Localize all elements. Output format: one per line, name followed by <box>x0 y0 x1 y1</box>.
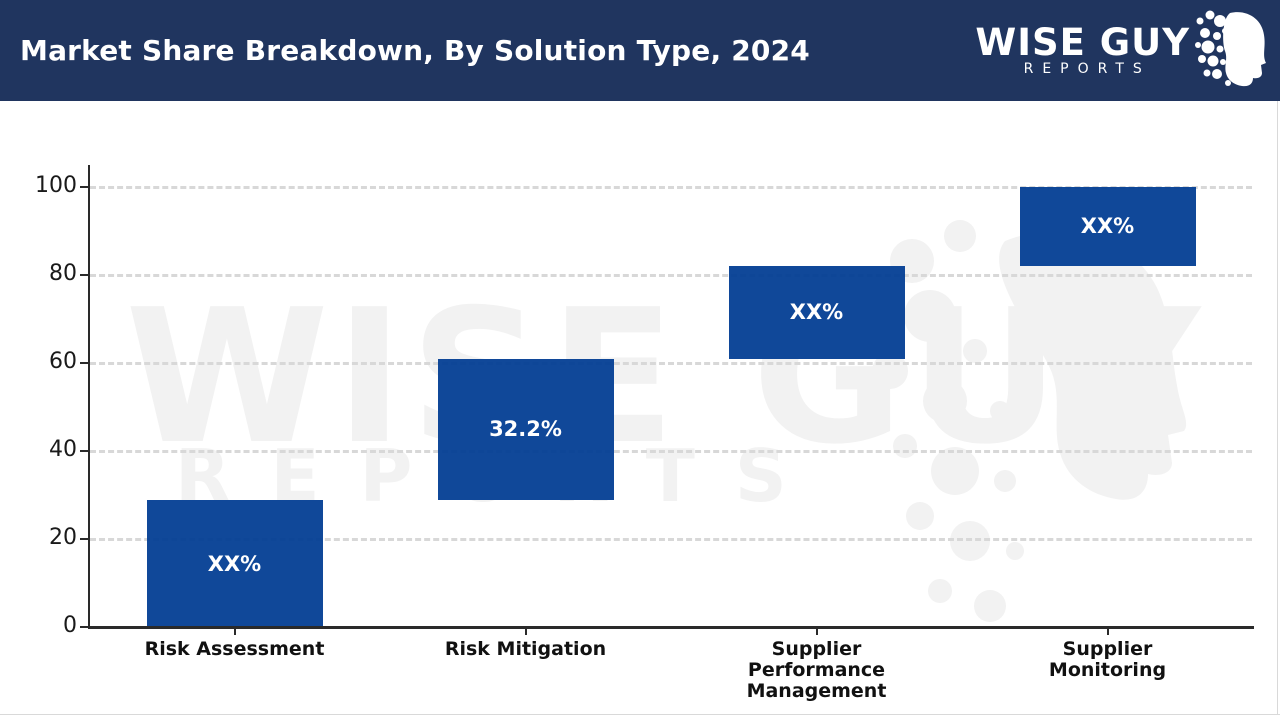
gridline-80 <box>90 274 1252 277</box>
bar-2: 32.2% <box>437 358 614 501</box>
y-tick-label-80: 80 <box>49 261 77 286</box>
bar-value-label: XX% <box>789 300 844 325</box>
bar-value-label: XX% <box>207 551 262 576</box>
watermark-head-silhouette <box>999 230 1187 500</box>
y-tick-40 <box>80 450 89 452</box>
frame-bottom-border <box>0 714 1280 715</box>
brand-logo-text: WISE GUY REPORTS <box>975 20 1190 77</box>
wiseguy-head-icon <box>1195 10 1266 86</box>
frame-right-border <box>1277 101 1278 714</box>
y-tick-label-100: 100 <box>35 173 77 198</box>
x-tick-3 <box>815 627 818 635</box>
y-tick-label-20: 20 <box>49 525 77 550</box>
gridline-40 <box>90 450 1252 453</box>
x-category-label: Risk Mitigation <box>444 638 607 660</box>
bar-3: XX% <box>728 265 905 359</box>
chart-title: Market Share Breakdown, By Solution Type… <box>20 34 810 67</box>
brand-subname-label: REPORTS <box>1023 60 1151 77</box>
bar-1: XX% <box>146 500 323 627</box>
x-category-label: Supplier Monitoring <box>1048 638 1167 681</box>
bar-value-label: 32.2% <box>489 417 562 442</box>
x-category-label: Supplier Performance Management <box>746 638 887 702</box>
gridline-100 <box>90 186 1252 189</box>
bar-4: XX% <box>1019 187 1196 266</box>
y-tick-label-40: 40 <box>49 437 77 462</box>
header: Market Share Breakdown, By Solution Type… <box>0 0 1280 101</box>
bar-value-label: XX% <box>1080 214 1135 239</box>
y-tick-label-60: 60 <box>49 349 77 374</box>
y-tick-label-0: 0 <box>63 613 77 638</box>
y-axis <box>88 165 90 627</box>
x-category-label: Risk Assessment <box>144 638 325 660</box>
x-axis <box>88 626 1254 629</box>
y-tick-100 <box>80 186 89 188</box>
x-tick-4 <box>1106 627 1109 635</box>
gridline-60 <box>90 362 1252 365</box>
brand-logo: WISE GUY REPORTS <box>975 7 1270 95</box>
y-tick-20 <box>80 538 89 540</box>
y-tick-0 <box>80 626 89 628</box>
x-tick-2 <box>524 627 527 635</box>
y-tick-80 <box>80 274 89 276</box>
gridline-20 <box>90 538 1252 541</box>
y-tick-60 <box>80 362 89 364</box>
brand-name-label: WISE GUY <box>975 20 1190 64</box>
x-tick-1 <box>233 627 236 635</box>
